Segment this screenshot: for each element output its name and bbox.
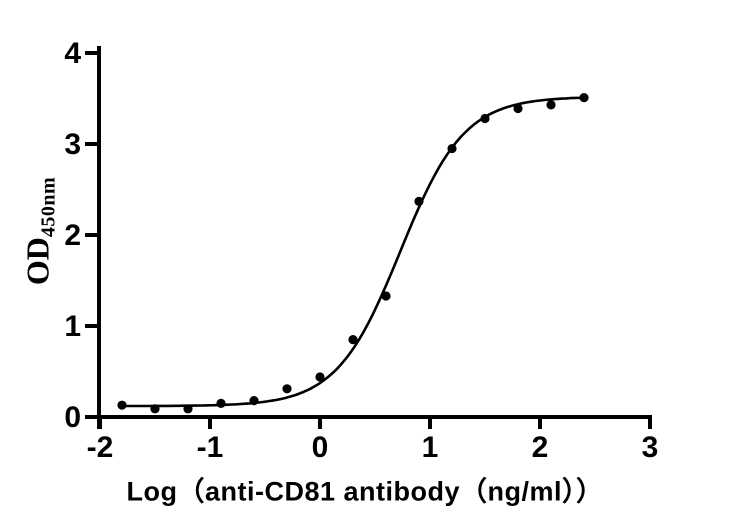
data-point — [183, 404, 193, 414]
x-tick-label: -2 — [87, 431, 114, 464]
data-point — [546, 100, 556, 110]
x-tick-label: 2 — [532, 431, 549, 464]
data-point — [216, 398, 226, 408]
data-point — [249, 396, 259, 406]
y-tick-label: 0 — [64, 401, 81, 434]
x-tick-label: 0 — [312, 431, 329, 464]
data-point — [348, 335, 358, 345]
data-point — [414, 196, 424, 206]
fit-curve — [120, 96, 586, 408]
x-tick-label: 3 — [642, 431, 659, 464]
y-tick-label: 1 — [64, 310, 81, 343]
y-axis-label-main: OD — [19, 237, 56, 286]
data-point — [447, 143, 457, 154]
data-point — [480, 113, 490, 124]
data-point — [579, 92, 589, 103]
data-points — [117, 92, 589, 414]
y-tick-label: 2 — [64, 219, 81, 252]
x-tick-label: -1 — [197, 431, 224, 464]
y-axis: 0 1 2 3 4 — [64, 37, 101, 434]
x-axis: -2 -1 0 1 2 3 — [87, 415, 659, 464]
data-point — [381, 291, 391, 301]
data-point — [315, 372, 325, 382]
y-tick-label: 4 — [64, 37, 81, 70]
x-axis-label: Log（anti-CD81 antibody（ng/ml）） — [126, 476, 604, 507]
data-point — [117, 400, 127, 410]
data-point — [282, 384, 292, 394]
y-axis-label: OD450nm — [20, 177, 61, 285]
y-tick-label: 3 — [64, 128, 81, 161]
sigmoid-fit-line — [120, 96, 586, 408]
x-tick-label: 1 — [422, 431, 439, 464]
data-point — [513, 103, 523, 114]
data-point — [150, 404, 160, 414]
y-axis-label-subscript: 450nm — [37, 176, 60, 238]
